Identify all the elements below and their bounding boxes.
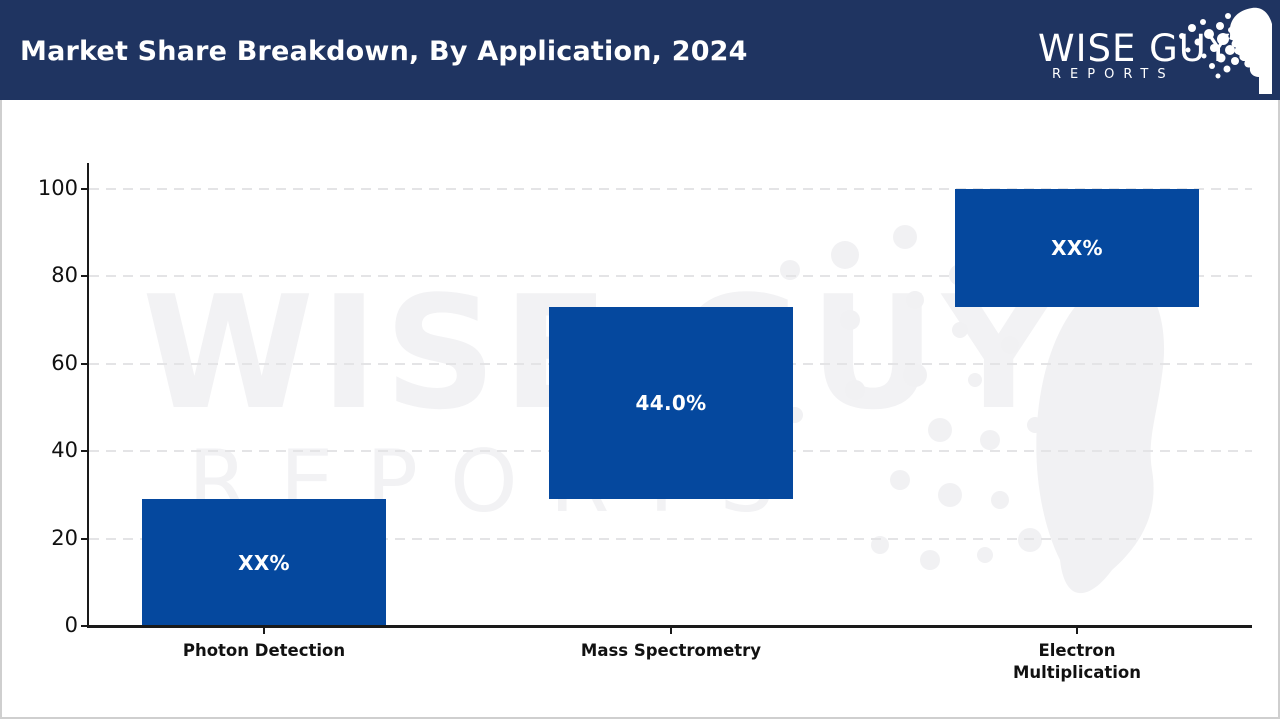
bar-electron-multiplication: XX% [955, 189, 1199, 307]
y-axis-label-80: 80 [51, 263, 78, 287]
y-axis-tick-0 [81, 625, 88, 627]
bar-value-label-electron-multiplication: XX% [1051, 236, 1103, 260]
wise-guy-reports-logo: WISE GUY REPORTS [1010, 4, 1272, 96]
bar-photon-detection: XX% [142, 499, 386, 626]
y-axis-tick-20 [81, 537, 88, 540]
x-axis-tick-mass-spectrometry [670, 627, 672, 634]
y-axis-label-0: 0 [64, 613, 78, 637]
y-axis-tick-100 [81, 187, 88, 190]
x-axis-tick-photon-detection [263, 627, 265, 634]
y-axis-label-20: 20 [51, 525, 78, 550]
x-axis-label-mass-spectrometry: Mass Spectrometry [580, 641, 762, 660]
gridline-y-100 [89, 187, 1252, 190]
y-axis-tick-60 [81, 362, 88, 365]
page-title: Market Share Breakdown, By Application, … [20, 36, 748, 67]
y-axis-label-100: 100 [37, 175, 78, 200]
bar-mass-spectrometry: 44.0% [549, 306, 793, 500]
gridline-y-80 [89, 275, 1252, 277]
x-axis-label-photon-detection: Photon Detection [182, 641, 346, 660]
logo-face-icon [1179, 7, 1272, 94]
chart-card-border [0, 100, 1280, 719]
y-axis-label-40: 40 [51, 438, 78, 462]
watermark-face-icon [780, 225, 1165, 594]
x-axis-line [87, 625, 1252, 628]
bar-value-label-mass-spectrometry: 44.0% [635, 390, 707, 415]
header-bar: Market Share Breakdown, By Application, … [0, 0, 1280, 100]
gridline-y-20 [89, 537, 1252, 540]
y-axis-line [87, 163, 89, 628]
bar-value-label-photon-detection: XX% [238, 550, 290, 575]
logo-wordmark: WISE GUY [1038, 27, 1231, 70]
x-axis-tick-electron-multiplication [1076, 627, 1078, 634]
x-axis-label-electron-multiplication: Electron Multiplication [1012, 641, 1142, 683]
y-axis-tick-80 [81, 275, 88, 277]
y-axis-label-60: 60 [51, 350, 78, 375]
y-axis-tick-40 [81, 450, 88, 452]
logo-subtitle: REPORTS [1052, 67, 1175, 82]
